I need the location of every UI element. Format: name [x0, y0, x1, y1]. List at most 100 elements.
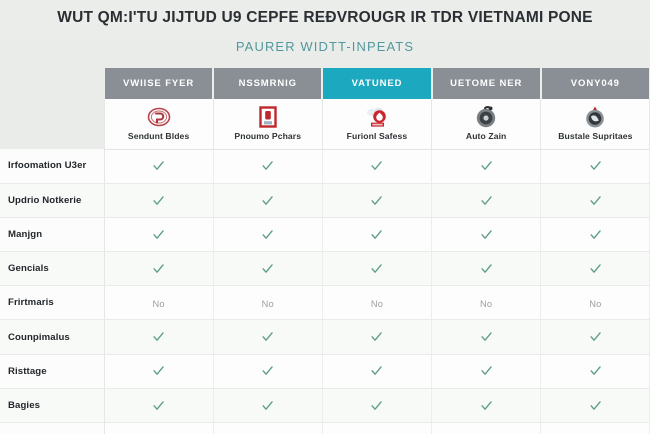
cell-r4-c3	[321, 251, 433, 287]
check-icon	[261, 328, 274, 345]
table-corner-cell	[0, 68, 104, 99]
check-icon	[261, 362, 274, 379]
brand-cell-1[interactable]: Sendunt Bldes	[103, 99, 214, 150]
check-icon	[589, 191, 602, 208]
brand-label-5: Bustale Supritaes	[558, 132, 633, 142]
check-icon	[261, 260, 274, 277]
cell-r7-c4	[431, 353, 542, 389]
page-title: WUT QM:I'TU JIJTUD U9 CEPFE REĐVROUGR IR…	[57, 9, 593, 26]
column-header-3[interactable]: VATUNED	[321, 68, 433, 99]
table-row: Bagies	[0, 388, 650, 424]
comparison-table: VWIISE FYER NSSMRNIG VATUNED UETOME NER VONY…	[0, 68, 650, 434]
cell-r5-c1: No	[103, 285, 214, 321]
cell-r9-c2: Sea	[212, 421, 323, 434]
check-icon	[589, 328, 602, 345]
red-cloud-icon	[325, 105, 429, 129]
check-icon	[152, 396, 165, 413]
column-header-1[interactable]: VWIISE FYER	[102, 68, 215, 99]
cell-text: No	[589, 298, 602, 309]
check-icon	[480, 362, 493, 379]
column-header-4[interactable]: UETOME NER	[430, 68, 542, 99]
cell-r6-c5	[540, 319, 650, 355]
cell-r7-c2	[212, 353, 323, 389]
cell-text: No	[261, 298, 274, 309]
brand-cell-4[interactable]: Auto Zain	[431, 99, 542, 150]
red-seal-icon	[107, 105, 211, 129]
cell-r6-c1	[103, 319, 214, 355]
table-head: VWIISE FYER NSSMRNIG VATUNED UETOME NER VONY…	[0, 68, 650, 150]
check-icon	[152, 328, 165, 345]
cell-r8-c2	[212, 388, 323, 424]
column-header-5[interactable]: VONY049	[539, 68, 650, 99]
cell-r3-c1	[103, 217, 214, 253]
dark-shield-icon	[543, 105, 647, 129]
check-icon	[152, 191, 165, 208]
check-icon	[589, 225, 602, 242]
check-icon	[589, 260, 602, 277]
cell-r1-c4	[431, 149, 542, 184]
check-icon	[370, 225, 383, 242]
brand-label-3: Furionl Safess	[346, 132, 408, 142]
check-icon	[480, 260, 493, 277]
row-label-7: Risttage	[0, 353, 105, 389]
cell-r2-c4	[431, 183, 542, 218]
title-block: WUT QM:I'TU JIJTUD U9 CEPFE REĐVROUGR IR…	[0, 0, 650, 55]
check-icon	[152, 260, 165, 277]
table-body: Irfoomation U3er Updrio Notkerie Manjgn Gen…	[0, 149, 650, 434]
cell-r9-c4: Gar	[431, 421, 542, 434]
cell-r3-c4	[431, 217, 542, 253]
column-header-2[interactable]: NSSMRNIG	[212, 68, 324, 99]
red-box-icon	[216, 105, 320, 129]
row-label-5: Frirtmaris	[0, 285, 105, 321]
check-icon	[370, 328, 383, 345]
cell-r2-c2	[212, 183, 323, 218]
cell-text: No	[480, 298, 493, 309]
brand-row: Sendunt Bldes Pnoumo Pchars Furionl Safess…	[0, 99, 650, 150]
brand-cell-2[interactable]: Pnoumo Pchars	[212, 99, 323, 150]
cell-r6-c3	[321, 319, 433, 355]
brand-cell-5[interactable]: Bustale Supritaes	[540, 99, 650, 150]
check-icon	[261, 157, 274, 174]
cell-r1-c2	[212, 149, 323, 184]
check-icon	[152, 157, 165, 174]
check-icon	[589, 157, 602, 174]
row-label-1: Irfoomation U3er	[0, 149, 105, 184]
brand-label-1: Sendunt Bldes	[127, 132, 190, 142]
cell-r9-c3: Usr	[321, 421, 433, 434]
cell-r3-c3	[321, 217, 433, 253]
cell-r8-c1	[103, 388, 214, 424]
cell-r1-c5	[540, 149, 650, 184]
table-row: Risttage	[0, 353, 650, 389]
cell-r8-c4	[431, 388, 542, 424]
column-header-row: VWIISE FYER NSSMRNIG VATUNED UETOME NER VONY…	[0, 68, 650, 99]
cell-r9-c1: Ker	[103, 421, 214, 434]
cell-r4-c5	[540, 251, 650, 287]
cell-r1-c1	[103, 149, 214, 184]
cell-r7-c3	[321, 353, 433, 389]
check-icon	[152, 225, 165, 242]
check-icon	[261, 191, 274, 208]
check-icon	[370, 157, 383, 174]
brand-label-4: Auto Zain	[465, 132, 507, 142]
table-row: Gencials	[0, 251, 650, 287]
brand-label-2: Pnoumo Pchars	[234, 132, 302, 142]
cell-r6-c2	[212, 319, 323, 355]
check-icon	[589, 396, 602, 413]
check-icon	[370, 191, 383, 208]
cell-r4-c2	[212, 251, 323, 287]
brand-corner-cell	[0, 99, 104, 149]
cell-r8-c5	[540, 388, 650, 424]
cell-text: No	[152, 298, 165, 309]
cell-r2-c3	[321, 183, 433, 218]
check-icon	[480, 191, 493, 208]
page-subtitle: PAURER WIDTT-INPEATS	[235, 38, 415, 54]
row-label-6: Counpimalus	[0, 319, 105, 355]
check-icon	[261, 396, 274, 413]
row-label-3: Manjgn	[0, 217, 105, 253]
brand-cell-3[interactable]: Furionl Safess	[321, 99, 433, 150]
table-row: VatoneleKerSeaUsrGarRorkting	[0, 421, 650, 434]
cell-r5-c2: No	[212, 285, 323, 321]
check-icon	[261, 225, 274, 242]
cell-r7-c1	[103, 353, 214, 389]
